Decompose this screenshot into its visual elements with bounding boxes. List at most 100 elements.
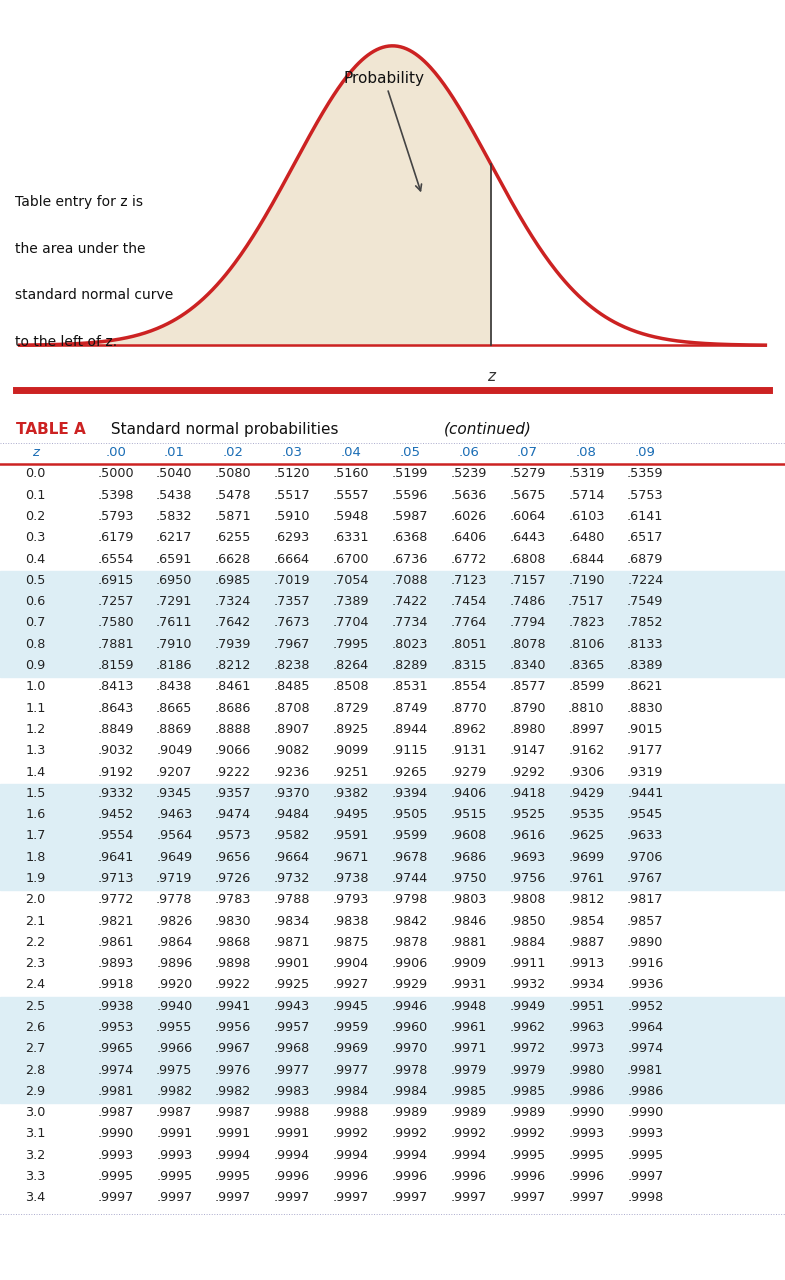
Text: .9959: .9959 xyxy=(333,1021,369,1034)
Text: .9564: .9564 xyxy=(156,829,192,842)
Text: .9812: .9812 xyxy=(568,893,604,906)
Text: .7054: .7054 xyxy=(333,573,369,588)
Text: .9988: .9988 xyxy=(274,1106,310,1119)
Text: .8665: .8665 xyxy=(156,701,192,714)
Text: .6915: .6915 xyxy=(98,573,134,588)
Text: .9382: .9382 xyxy=(333,787,369,800)
Text: .9995: .9995 xyxy=(98,1170,134,1183)
Text: .9761: .9761 xyxy=(568,872,604,884)
Text: .9066: .9066 xyxy=(215,744,251,758)
Text: 3.3: 3.3 xyxy=(25,1170,46,1183)
Text: .9927: .9927 xyxy=(333,978,369,992)
Text: 0.0: 0.0 xyxy=(25,467,46,480)
Text: .9984: .9984 xyxy=(333,1085,369,1098)
Text: 3.0: 3.0 xyxy=(25,1106,46,1119)
Text: 0.2: 0.2 xyxy=(25,509,46,524)
Bar xyxy=(0,997,785,1018)
Text: .9973: .9973 xyxy=(568,1042,604,1055)
Text: .6700: .6700 xyxy=(333,553,369,566)
Text: 1.3: 1.3 xyxy=(25,744,46,758)
Text: .6368: .6368 xyxy=(392,531,428,544)
Text: TABLE A: TABLE A xyxy=(16,421,86,436)
Text: .6217: .6217 xyxy=(156,531,192,544)
Text: .9641: .9641 xyxy=(98,851,134,864)
Text: .9842: .9842 xyxy=(392,914,428,928)
Text: .8830: .8830 xyxy=(627,701,663,714)
Text: .9625: .9625 xyxy=(568,829,604,842)
Text: .7422: .7422 xyxy=(392,595,428,608)
Text: .6554: .6554 xyxy=(98,553,134,566)
Text: 2.9: 2.9 xyxy=(25,1085,46,1098)
Text: .9993: .9993 xyxy=(98,1148,134,1162)
Text: .7764: .7764 xyxy=(451,617,487,630)
Text: .7794: .7794 xyxy=(509,617,546,630)
Text: .9983: .9983 xyxy=(274,1085,310,1098)
Text: .9966: .9966 xyxy=(156,1042,192,1055)
Text: .9706: .9706 xyxy=(627,851,663,864)
Text: .9945: .9945 xyxy=(333,1000,369,1012)
Text: .6808: .6808 xyxy=(509,553,546,566)
Text: .9997: .9997 xyxy=(451,1192,487,1204)
Text: .7852: .7852 xyxy=(627,617,663,630)
Text: .02: .02 xyxy=(223,447,243,460)
Text: .9884: .9884 xyxy=(509,936,546,948)
Text: .9975: .9975 xyxy=(156,1064,192,1076)
Text: .5596: .5596 xyxy=(392,489,428,502)
Text: .8106: .8106 xyxy=(568,637,604,650)
Text: .9925: .9925 xyxy=(274,978,310,992)
Text: .9345: .9345 xyxy=(156,787,192,800)
Text: .9990: .9990 xyxy=(627,1106,663,1119)
Text: .9978: .9978 xyxy=(392,1064,428,1076)
Text: .06: .06 xyxy=(458,447,479,460)
Text: .8508: .8508 xyxy=(333,681,369,694)
Text: .5517: .5517 xyxy=(274,489,310,502)
Text: .8485: .8485 xyxy=(274,681,310,694)
Text: .9515: .9515 xyxy=(451,808,487,820)
Text: .5160: .5160 xyxy=(333,467,369,480)
Text: .7224: .7224 xyxy=(627,573,663,588)
Text: .9591: .9591 xyxy=(333,829,369,842)
Text: .9985: .9985 xyxy=(451,1085,487,1098)
Text: 0.5: 0.5 xyxy=(25,573,46,588)
Text: .9996: .9996 xyxy=(451,1170,487,1183)
Text: .9505: .9505 xyxy=(392,808,428,820)
Text: 0.9: 0.9 xyxy=(25,659,46,672)
Text: .9986: .9986 xyxy=(568,1085,604,1098)
Text: .9953: .9953 xyxy=(98,1021,134,1034)
Text: .9525: .9525 xyxy=(509,808,546,820)
Text: .9987: .9987 xyxy=(156,1106,192,1119)
Text: .9599: .9599 xyxy=(392,829,428,842)
Text: .7642: .7642 xyxy=(215,617,251,630)
Bar xyxy=(0,869,785,890)
Text: .5793: .5793 xyxy=(98,509,134,524)
Text: .9767: .9767 xyxy=(627,872,663,884)
Text: .7823: .7823 xyxy=(568,617,604,630)
Text: 2.0: 2.0 xyxy=(25,893,46,906)
Text: .9082: .9082 xyxy=(274,744,310,758)
Text: .9993: .9993 xyxy=(156,1148,192,1162)
Text: .01: .01 xyxy=(164,447,184,460)
Text: .9236: .9236 xyxy=(274,765,310,778)
Text: .9756: .9756 xyxy=(509,872,546,884)
Text: .7580: .7580 xyxy=(98,617,134,630)
Text: .9911: .9911 xyxy=(509,957,546,970)
Text: .9992: .9992 xyxy=(451,1128,487,1140)
Text: .9898: .9898 xyxy=(215,957,251,970)
Text: .9838: .9838 xyxy=(333,914,369,928)
Text: .9147: .9147 xyxy=(509,744,546,758)
Bar xyxy=(0,1018,785,1039)
Text: .7389: .7389 xyxy=(333,595,369,608)
Text: .9981: .9981 xyxy=(98,1085,134,1098)
Text: 0.6: 0.6 xyxy=(25,595,46,608)
Text: .9222: .9222 xyxy=(215,765,251,778)
Text: .9931: .9931 xyxy=(451,978,487,992)
Text: .8389: .8389 xyxy=(627,659,663,672)
Text: .9995: .9995 xyxy=(215,1170,251,1183)
Text: .8461: .8461 xyxy=(215,681,251,694)
Text: .9957: .9957 xyxy=(274,1021,310,1034)
Text: .9699: .9699 xyxy=(568,851,604,864)
Text: .9951: .9951 xyxy=(568,1000,604,1012)
Text: .9177: .9177 xyxy=(627,744,663,758)
Bar xyxy=(0,826,785,847)
Text: .9996: .9996 xyxy=(568,1170,604,1183)
